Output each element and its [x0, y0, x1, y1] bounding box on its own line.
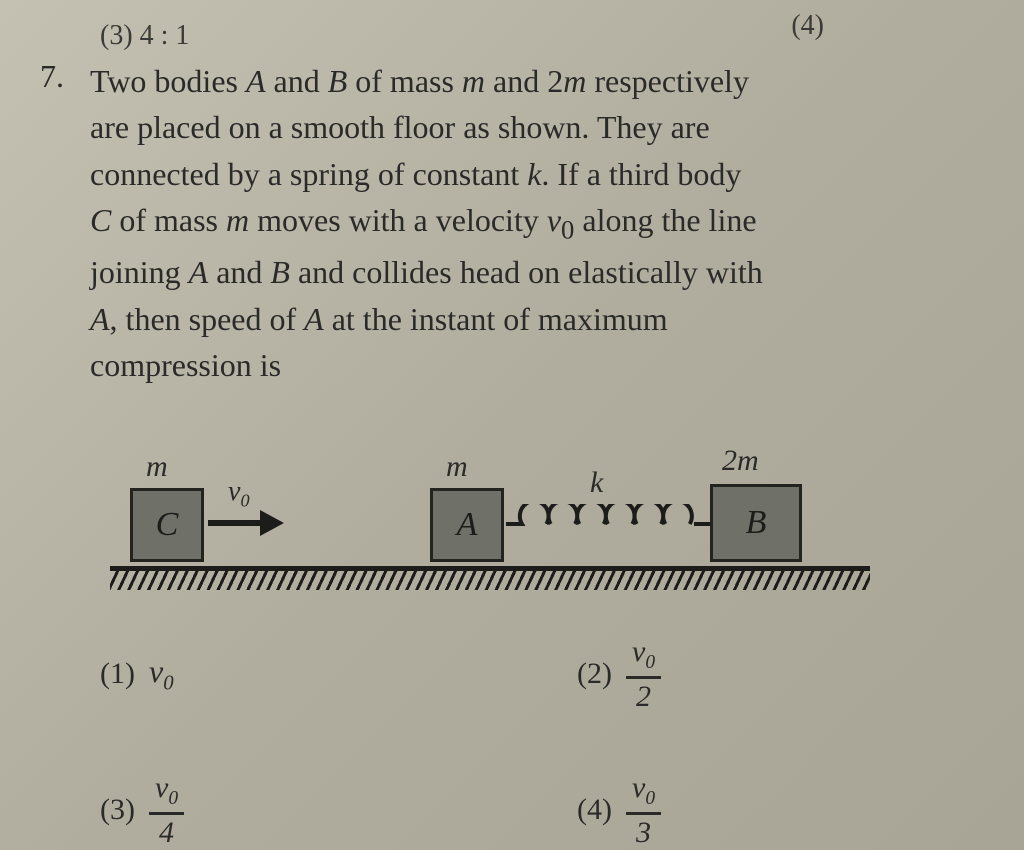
diagram: m C v0 m A k 2m B: [110, 416, 984, 606]
prev-cut-option: (4): [791, 10, 824, 42]
option-1-number: (1): [100, 657, 135, 691]
option-4-value: v0 3: [626, 772, 661, 848]
ground-hatching: [110, 570, 870, 590]
question-text: Two bodies A and B of mass m and 2m resp…: [90, 58, 763, 388]
option-1-value: v0: [149, 653, 174, 695]
spring-icon: [506, 504, 710, 544]
options-grid: (1) v0 (2) v0 2 (3) v0 4 (4) v0: [100, 636, 934, 848]
velocity-arrow-icon: [208, 510, 284, 536]
option-2: (2) v0 2: [577, 636, 934, 712]
option-4-number: (4): [577, 793, 612, 827]
velocity-label: v0: [228, 476, 250, 512]
question-block: 7. Two bodies A and B of mass m and 2m r…: [40, 58, 984, 388]
mass-label-a: m: [446, 450, 468, 484]
option-3: (3) v0 4: [100, 772, 457, 848]
question-number: 7.: [40, 58, 80, 388]
mass-label-c: m: [146, 450, 168, 484]
block-a: A: [430, 488, 504, 562]
option-2-value: v0 2: [626, 636, 661, 712]
option-1: (1) v0: [100, 636, 457, 712]
mass-label-b: 2m: [722, 444, 759, 478]
option-2-number: (2): [577, 657, 612, 691]
prev-option-3: (3) 4 : 1: [100, 20, 984, 52]
spring-constant-label: k: [590, 466, 603, 500]
option-3-value: v0 4: [149, 772, 184, 848]
block-b: B: [710, 484, 802, 562]
block-c: C: [130, 488, 204, 562]
option-4: (4) v0 3: [577, 772, 934, 848]
option-3-number: (3): [100, 793, 135, 827]
